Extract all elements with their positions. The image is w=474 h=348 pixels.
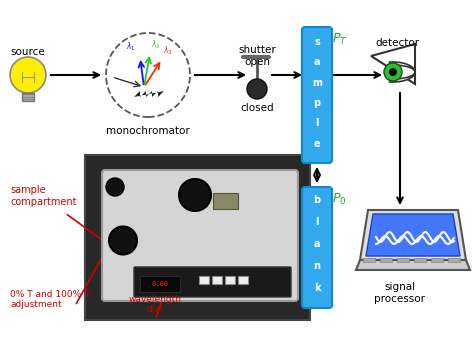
- Polygon shape: [390, 62, 415, 82]
- Circle shape: [106, 178, 124, 196]
- Text: $P_0$: $P_0$: [332, 192, 346, 207]
- Text: shutter
open: shutter open: [238, 45, 276, 66]
- FancyBboxPatch shape: [302, 27, 332, 163]
- FancyBboxPatch shape: [212, 277, 222, 285]
- Text: $\lambda_1$: $\lambda_1$: [126, 40, 136, 53]
- Text: a: a: [314, 57, 320, 68]
- Text: e: e: [314, 139, 320, 149]
- FancyBboxPatch shape: [200, 277, 210, 285]
- Text: $\lambda_3$: $\lambda_3$: [163, 45, 173, 57]
- Text: detector: detector: [375, 38, 419, 48]
- Text: s: s: [314, 37, 320, 47]
- FancyBboxPatch shape: [448, 258, 460, 262]
- FancyBboxPatch shape: [397, 258, 409, 262]
- Circle shape: [384, 63, 402, 81]
- Polygon shape: [134, 91, 164, 97]
- Text: closed: closed: [240, 103, 274, 113]
- FancyBboxPatch shape: [213, 193, 238, 209]
- FancyBboxPatch shape: [431, 258, 443, 262]
- FancyBboxPatch shape: [380, 258, 392, 262]
- FancyBboxPatch shape: [302, 187, 332, 308]
- Text: k: k: [314, 283, 320, 293]
- Polygon shape: [360, 210, 466, 260]
- FancyBboxPatch shape: [226, 277, 236, 285]
- FancyBboxPatch shape: [85, 155, 310, 320]
- FancyBboxPatch shape: [22, 93, 34, 101]
- Circle shape: [389, 68, 397, 76]
- Circle shape: [179, 179, 211, 211]
- Polygon shape: [356, 260, 470, 270]
- Text: source: source: [10, 47, 46, 57]
- Text: $P_T$: $P_T$: [332, 32, 347, 47]
- Text: $\lambda_2$: $\lambda_2$: [151, 39, 161, 51]
- Text: sample
compartment: sample compartment: [10, 185, 76, 207]
- Text: 0.00: 0.00: [152, 281, 168, 287]
- Circle shape: [247, 79, 267, 99]
- FancyBboxPatch shape: [238, 277, 248, 285]
- Text: wavelength
dial: wavelength dial: [128, 295, 182, 314]
- Text: l: l: [315, 118, 319, 128]
- FancyBboxPatch shape: [102, 170, 298, 301]
- FancyBboxPatch shape: [414, 258, 426, 262]
- Text: 0% T and 100% T
adjustment: 0% T and 100% T adjustment: [10, 290, 90, 309]
- Circle shape: [106, 33, 190, 117]
- Text: signal
processor: signal processor: [374, 282, 426, 303]
- Polygon shape: [366, 214, 460, 256]
- Text: m: m: [312, 78, 322, 88]
- Text: l: l: [315, 217, 319, 227]
- Text: n: n: [313, 261, 320, 271]
- Text: p: p: [313, 98, 320, 108]
- FancyBboxPatch shape: [363, 258, 375, 262]
- Circle shape: [10, 57, 46, 93]
- FancyBboxPatch shape: [140, 276, 180, 292]
- Text: monochromator: monochromator: [106, 126, 190, 136]
- Circle shape: [109, 227, 137, 254]
- Text: a: a: [314, 239, 320, 249]
- FancyBboxPatch shape: [134, 267, 291, 297]
- Text: b: b: [313, 195, 320, 205]
